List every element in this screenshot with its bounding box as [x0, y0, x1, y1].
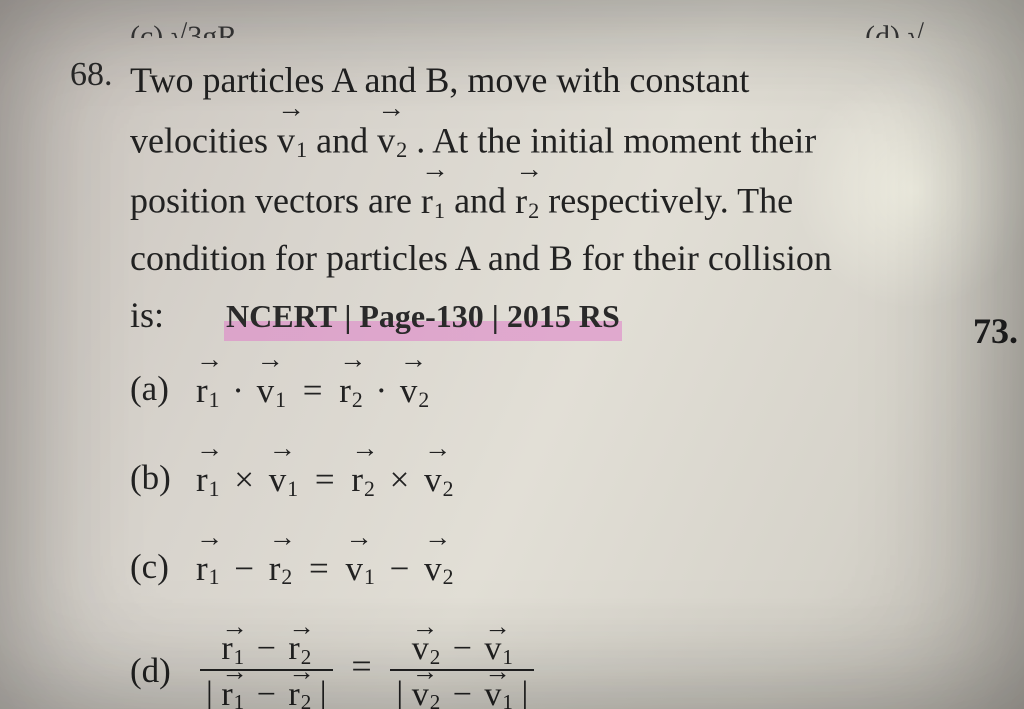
abs: |	[206, 676, 213, 709]
sub: 1	[286, 477, 298, 501]
sym: v	[377, 120, 395, 160]
option-c-label: (c)	[130, 539, 196, 594]
sym: r	[196, 371, 208, 410]
op-eq: =	[345, 646, 377, 686]
options-list: (a) r1 · v1 = r2 · v2 (b) r1	[130, 360, 944, 709]
sym: r	[339, 371, 351, 410]
sym: v	[257, 371, 275, 410]
sym: r	[221, 676, 232, 709]
op-minus: −	[449, 676, 476, 709]
sub: 2	[429, 690, 441, 709]
fraction-left: r1 − r2 | r1 − r2 |	[200, 626, 333, 709]
sym: v	[484, 676, 501, 709]
op-cross: ×	[384, 460, 416, 499]
sub: 2	[351, 388, 363, 412]
question-number: 68.	[70, 52, 130, 98]
option-a: (a) r1 · v1 = r2 · v2	[130, 360, 944, 419]
vec-r2: r	[515, 169, 527, 229]
op-eq: =	[307, 460, 343, 499]
sym: v	[412, 676, 429, 709]
sub: 2	[363, 477, 375, 501]
sym: r	[515, 181, 527, 221]
vec-r1: r	[421, 169, 433, 229]
op-minus: −	[228, 549, 260, 588]
sym: r	[196, 460, 208, 499]
sub: 1	[233, 690, 245, 709]
question-body: Two particles A and B, move with constan…	[130, 52, 984, 709]
stem-line-1: Two particles A and B, move with constan…	[130, 52, 944, 109]
sub: 2	[417, 388, 429, 412]
op-minus: −	[384, 549, 416, 588]
sym: v	[277, 120, 295, 160]
option-d-label: (d)	[130, 643, 196, 698]
stem-line-3: position vectors are r1 and r2 respectiv…	[130, 169, 944, 229]
sym: v	[424, 460, 442, 499]
abs: |	[396, 676, 403, 709]
sub: 1	[433, 198, 445, 223]
ncert-reference: NCERT | Page-130 | 2015 RS	[224, 291, 622, 342]
sub: 1	[208, 565, 220, 589]
sym: r	[196, 549, 208, 588]
sub: 1	[501, 690, 513, 709]
is-text: is:	[130, 287, 164, 344]
sym: v	[400, 371, 418, 410]
option-d: (d) r1 − r2 | r1 −	[130, 626, 944, 709]
sym: v	[269, 460, 287, 499]
op-eq: =	[295, 371, 331, 410]
stem-line-is: is: NCERT | Page-130 | 2015 RS	[130, 287, 944, 344]
option-a-math: r1 · v1 = r2 · v2	[196, 360, 429, 419]
op-dot: ·	[372, 371, 392, 410]
t: and	[316, 120, 377, 160]
option-c-math: r1 − r2 = v1 − v2	[196, 537, 453, 596]
sub: 2	[442, 477, 454, 501]
prev-option-c: (c) √3gR	[130, 20, 237, 38]
sub: 2	[300, 690, 312, 709]
op-minus: −	[449, 630, 476, 667]
option-d-math: r1 − r2 | r1 − r2 |	[196, 626, 538, 709]
option-b-math: r1 × v1 = r2 × v2	[196, 448, 453, 507]
stem-line-4: condition for particles A and B for thei…	[130, 230, 944, 287]
option-c: (c) r1 − r2 = v1 − v2	[130, 537, 944, 596]
sub: 1	[208, 477, 220, 501]
t: velocities	[130, 120, 277, 160]
option-a-label: (a)	[130, 361, 196, 416]
question-68: 68. Two particles A and B, move with con…	[70, 52, 984, 709]
t: respectively. The	[548, 181, 793, 221]
sub: 1	[274, 388, 286, 412]
vec-v2: v	[377, 109, 395, 169]
t: position vectors are	[130, 181, 421, 221]
op-minus: −	[253, 630, 280, 667]
clipped-previous-options: (c) √3gR (d) √	[70, 20, 984, 38]
op-cross: ×	[228, 460, 260, 499]
t: and	[454, 181, 515, 221]
op-dot: ·	[228, 371, 248, 410]
sym: r	[269, 549, 281, 588]
next-question-73: 73.	[973, 310, 1018, 352]
page-photo: (c) √3gR (d) √ 68. Two particles A and B…	[0, 0, 1024, 709]
sub: 2	[280, 565, 292, 589]
sub: 2	[442, 565, 454, 589]
sub: 1	[208, 388, 220, 412]
sym: r	[288, 676, 299, 709]
sym: v	[424, 549, 442, 588]
t: . At the initial moment their	[416, 120, 816, 160]
prev-option-d: (d) √	[865, 20, 924, 38]
sub: 2	[395, 137, 407, 162]
op-minus: −	[253, 676, 280, 709]
sub: 1	[363, 565, 375, 589]
option-b-label: (b)	[130, 450, 196, 505]
sym: v	[346, 549, 364, 588]
sub: 2	[527, 198, 539, 223]
vec-v1: v	[277, 109, 295, 169]
option-b: (b) r1 × v1 = r2 × v2	[130, 448, 944, 507]
abs: |	[320, 676, 327, 709]
op-eq: =	[301, 549, 337, 588]
abs: |	[521, 676, 528, 709]
sub: 1	[295, 137, 307, 162]
fraction-right: v2 − v1 | v2 − v1 |	[390, 626, 534, 709]
sym: r	[421, 181, 433, 221]
sym: r	[351, 460, 363, 499]
